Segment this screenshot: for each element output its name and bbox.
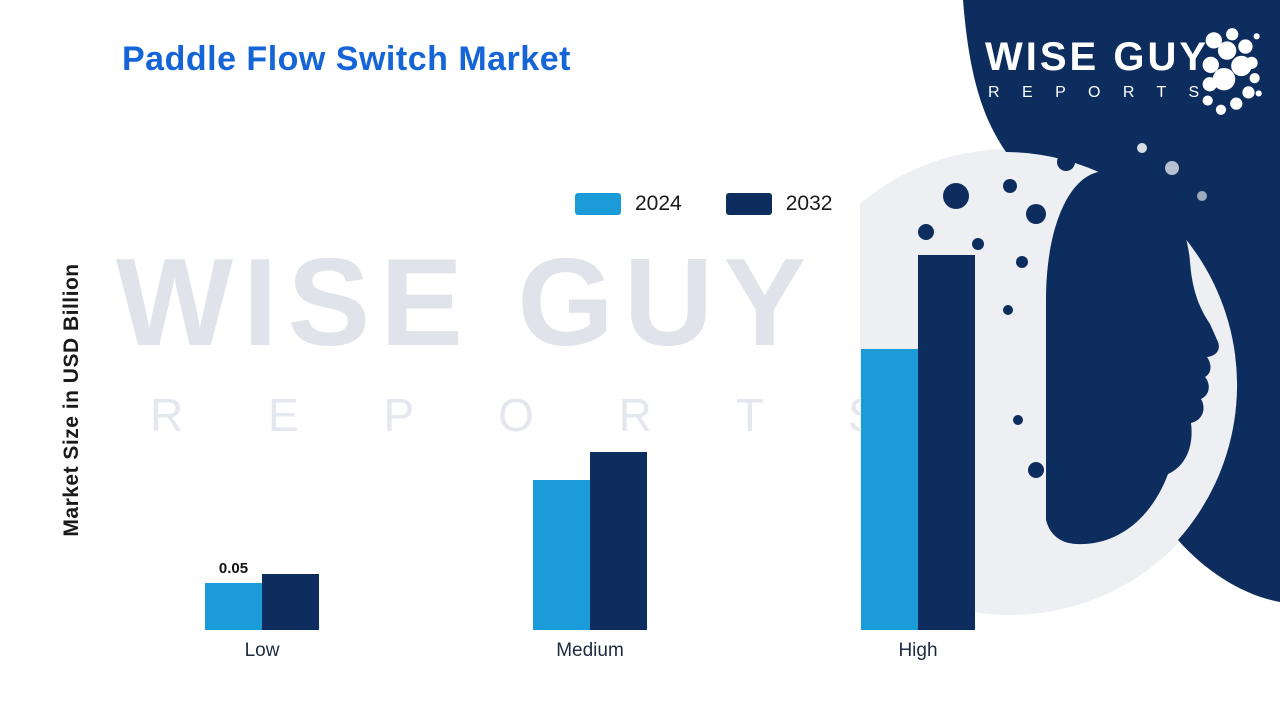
legend-label-2032: 2032 (785, 192, 833, 215)
chart-legend: 2024 2032 (575, 192, 832, 216)
watermark-line1: WISE GUY (116, 234, 817, 372)
y-axis-label: Market Size in USD Billion (60, 263, 83, 537)
category-label-low: Low (244, 640, 280, 661)
face-profile-icon (1046, 171, 1219, 545)
category-label-high: High (898, 640, 938, 661)
legend-item-2032: 2032 (725, 192, 833, 216)
watermark-line2: R E P O R T S (150, 389, 915, 441)
bar-group-low: 0.05 Low (205, 233, 319, 661)
bar-group-medium: Medium (533, 233, 647, 661)
bar-value-label: 0.05 (218, 560, 249, 577)
bar-2024-low: 0.05 (205, 560, 262, 630)
category-label-medium: Medium (556, 640, 624, 661)
logo-face-icon (1202, 28, 1262, 115)
bar-2024-medium (533, 480, 590, 630)
bar-2032-high (918, 255, 975, 630)
bar-group-high: High (861, 233, 975, 661)
bar-chart: 0.05 Low Medium High (170, 233, 1012, 661)
brand-name: WISE GUY (985, 35, 1210, 79)
legend-label-2024: 2024 (635, 192, 682, 215)
page-title: Paddle Flow Switch Market (122, 40, 571, 78)
bar-2032-medium (590, 452, 647, 630)
legend-item-2024: 2024 (575, 192, 682, 216)
legend-swatch-2024 (575, 193, 621, 215)
legend-swatch-2032 (725, 193, 772, 215)
bar-2032-low (262, 574, 319, 630)
brand-subtitle: R E P O R T S (988, 84, 1209, 101)
brand-logo: WISE GUY R E P O R T S (985, 36, 1209, 102)
bar-2024-high (861, 349, 918, 630)
